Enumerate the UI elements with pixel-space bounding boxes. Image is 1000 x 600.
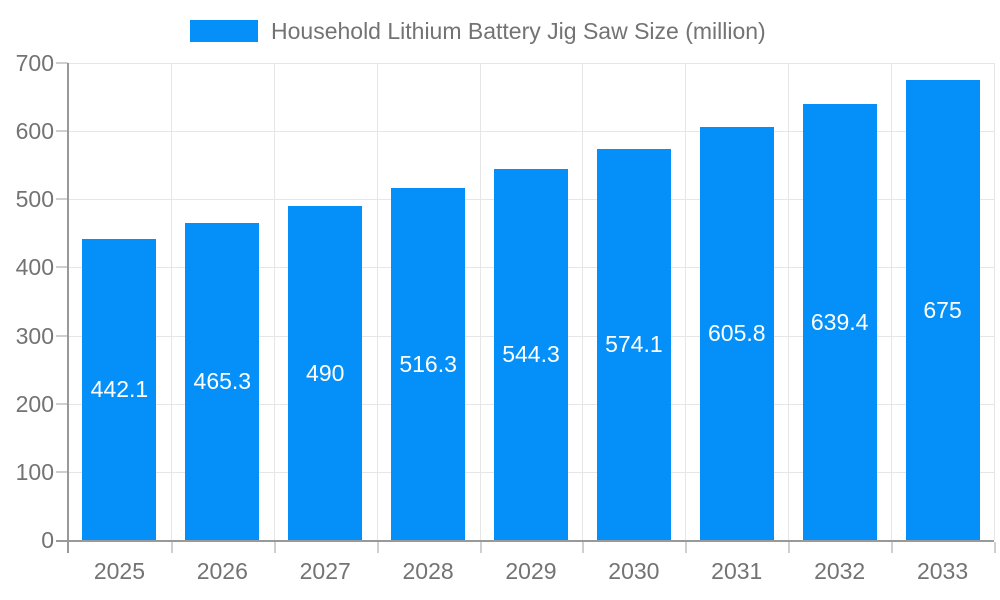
bar-value-label: 639.4	[810, 308, 869, 335]
gridline-vertical	[788, 63, 790, 540]
bar-value-label: 490	[306, 359, 345, 386]
bar[interactable]: 574.1	[596, 148, 671, 540]
x-axis-tick	[685, 542, 688, 553]
y-axis-tick	[56, 62, 68, 64]
y-axis-tick	[56, 130, 68, 133]
y-axis-label: 500	[15, 186, 54, 213]
bar[interactable]: 516.3	[391, 188, 466, 540]
y-axis-label: 200	[15, 390, 54, 417]
bar-value-label: 442.1	[90, 375, 149, 402]
x-axis-label: 2031	[711, 558, 763, 584]
legend-swatch-icon	[190, 20, 258, 42]
x-axis-label: 2028	[402, 558, 454, 584]
x-axis-label: 2030	[608, 558, 660, 584]
bar[interactable]: 639.4	[802, 104, 877, 540]
bar[interactable]: 544.3	[494, 169, 568, 540]
gridline-vertical	[170, 63, 172, 540]
x-axis-label: 2033	[916, 558, 969, 584]
y-axis-label: 400	[15, 254, 54, 281]
bar[interactable]: 675	[905, 80, 980, 540]
x-axis-label: 2026	[196, 558, 248, 584]
x-axis-tick	[891, 542, 894, 553]
bar-value-label: 605.8	[707, 320, 766, 347]
gridline-vertical	[582, 63, 584, 540]
bar[interactable]: 465.3	[185, 222, 260, 540]
gridline-vertical	[685, 63, 687, 540]
legend-label: Household Lithium Battery Jig Saw Size (…	[271, 17, 766, 44]
bar-value-label: 516.3	[399, 350, 457, 377]
x-axis-tick	[582, 542, 585, 553]
x-axis-tick	[479, 542, 482, 553]
chart-legend: Household Lithium Battery Jig Saw Size (…	[190, 17, 766, 45]
y-axis-label: 700	[15, 50, 54, 76]
gridline-vertical	[376, 63, 378, 540]
gridline-vertical	[479, 63, 481, 540]
x-axis-tick	[994, 542, 996, 553]
x-axis-tick	[170, 542, 173, 553]
legend-item[interactable]: Household Lithium Battery Jig Saw Size (…	[190, 18, 766, 45]
x-axis-label: 2027	[299, 558, 351, 584]
y-axis-label: 300	[15, 322, 54, 349]
y-axis-tick	[56, 334, 68, 337]
bar-value-label: 574.1	[605, 330, 663, 357]
x-axis-label: 2032	[814, 558, 866, 584]
x-axis-tick	[376, 542, 379, 553]
gridline-vertical	[891, 63, 893, 540]
x-axis-tick	[788, 542, 791, 553]
gridline-horizontal	[68, 63, 994, 64]
y-axis-tick	[56, 402, 68, 405]
gridline-vertical	[273, 63, 275, 540]
y-axis-tick	[56, 470, 68, 473]
bar-value-label: 544.3	[502, 341, 560, 368]
y-axis-line	[67, 63, 69, 553]
gridline-vertical	[994, 63, 995, 540]
gridline-horizontal	[68, 131, 994, 133]
bar-value-label: 675	[923, 296, 962, 323]
y-axis-tick	[56, 198, 68, 201]
bar[interactable]: 605.8	[699, 127, 774, 540]
x-axis-tick	[273, 542, 276, 553]
y-axis-label: 0	[41, 527, 54, 553]
bar[interactable]: 490	[288, 206, 363, 540]
y-axis-label: 100	[15, 458, 54, 485]
bar-value-label: 465.3	[193, 367, 252, 394]
bar[interactable]: 442.1	[82, 238, 157, 540]
x-axis-line	[56, 540, 994, 542]
x-axis-label: 2025	[93, 558, 146, 584]
x-axis-label: 2029	[505, 558, 557, 584]
y-axis-tick	[56, 266, 68, 269]
y-axis-label: 600	[15, 118, 54, 145]
